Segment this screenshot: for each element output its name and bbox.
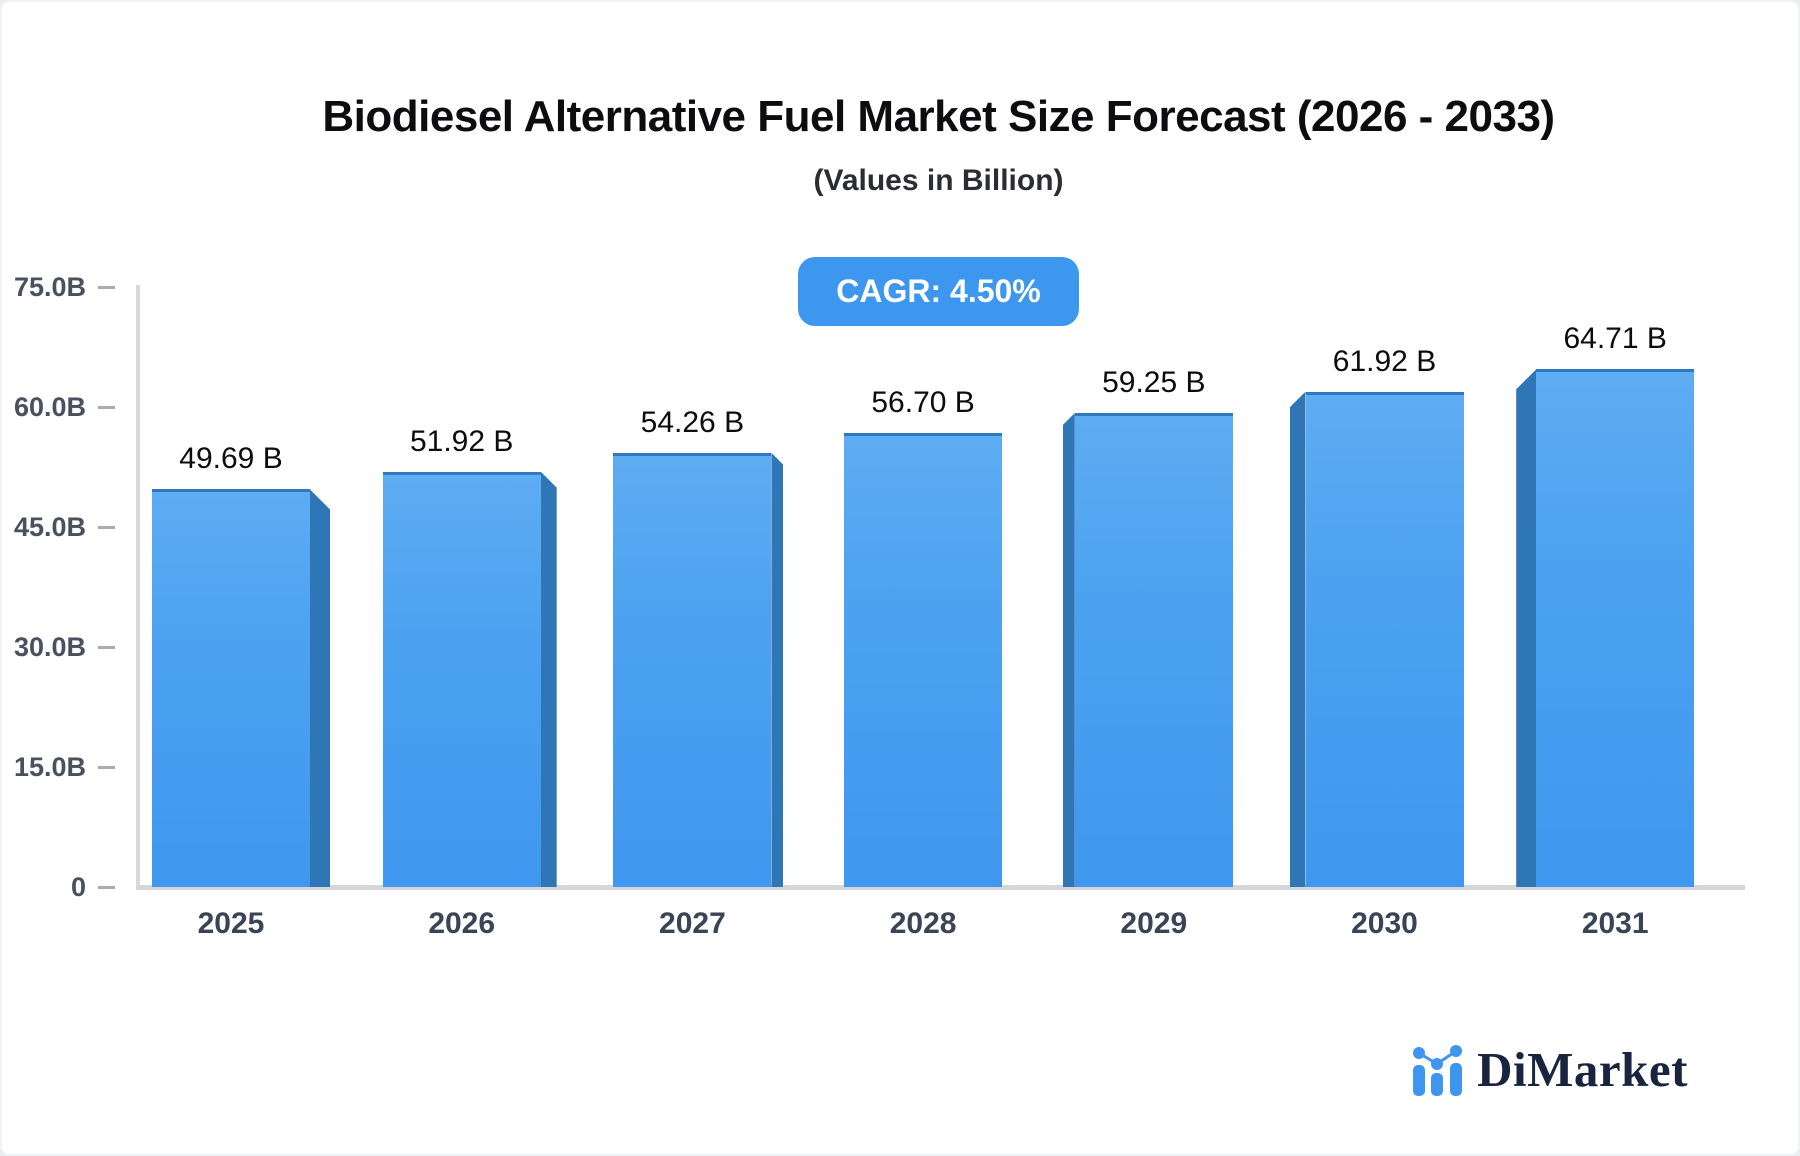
x-axis-label-2027: 2027 xyxy=(659,907,726,940)
badge-row: CAGR: 4.50% xyxy=(136,257,1741,326)
bar-2029[interactable] xyxy=(1062,413,1233,887)
bar-line-chart-icon xyxy=(1411,1040,1465,1098)
brand-watermark: DiMarket xyxy=(1411,1040,1688,1098)
bar-2025[interactable] xyxy=(152,489,330,887)
bar-value-label-2026: 51.92 B xyxy=(409,424,514,458)
y-tick-mark xyxy=(98,766,115,769)
bar-face xyxy=(844,433,1003,887)
bar-value-label-2030: 61.92 B xyxy=(1332,344,1437,378)
x-axis-label-2031: 2031 xyxy=(1581,907,1649,940)
x-axis-line xyxy=(136,885,1745,890)
cagr-badge: CAGR: 4.50% xyxy=(798,257,1079,326)
y-tick-label-0: 0 xyxy=(70,872,86,902)
y-tick-mark xyxy=(98,646,115,649)
bar-face xyxy=(382,471,541,887)
bar-2028[interactable] xyxy=(844,433,1003,887)
y-tick-label-75.0B: 75.0B xyxy=(13,272,86,302)
bar-2031[interactable] xyxy=(1516,369,1695,887)
bar-2027[interactable] xyxy=(613,452,784,887)
chart-subtitle: (Values in Billion) xyxy=(813,164,1064,197)
bar-value-label-2028: 56.70 B xyxy=(871,386,975,420)
bar-side-3d xyxy=(1289,391,1306,887)
x-axis-label-2025: 2025 xyxy=(197,907,265,940)
y-axis-line xyxy=(136,285,140,889)
bar-face xyxy=(1074,413,1233,887)
bar-value-label-2027: 54.26 B xyxy=(640,405,745,439)
bar-value-label-2031: 64.71 B xyxy=(1563,322,1667,356)
chart-header: Biodiesel Alternative Fuel Market Size F… xyxy=(136,92,1741,198)
bar-2030[interactable] xyxy=(1289,391,1464,887)
bar-side-3d xyxy=(310,489,330,887)
bar-face xyxy=(152,489,310,887)
y-tick-mark xyxy=(98,286,115,289)
y-tick-mark xyxy=(98,406,115,409)
y-tick-label-60.0B: 60.0B xyxy=(13,392,86,422)
bar-face xyxy=(1536,369,1695,887)
bar-2026[interactable] xyxy=(382,471,557,887)
bar-value-label-2025: 49.69 B xyxy=(179,442,283,476)
x-axis-label-2028: 2028 xyxy=(889,907,957,940)
y-tick-label-15.0B: 15.0B xyxy=(13,752,86,782)
bar-side-3d xyxy=(540,471,557,887)
bar-face xyxy=(1305,391,1464,887)
y-tick-mark xyxy=(98,886,115,889)
x-axis-label-2030: 2030 xyxy=(1351,907,1418,940)
bar-value-label-2029: 59.25 B xyxy=(1102,366,1206,399)
y-tick-label-45.0B: 45.0B xyxy=(13,512,86,542)
x-axis-label-2026: 2026 xyxy=(428,907,496,940)
y-tick-mark xyxy=(98,526,115,529)
brand-name: DiMarket xyxy=(1477,1041,1688,1097)
bar-side-3d xyxy=(771,452,784,887)
x-axis-label-2029: 2029 xyxy=(1120,907,1188,940)
bar-face xyxy=(613,452,772,887)
bar-side-3d xyxy=(1516,369,1537,887)
chart-title: Biodiesel Alternative Fuel Market Size F… xyxy=(322,92,1555,141)
y-tick-label-30.0B: 30.0B xyxy=(13,632,86,662)
bar-side-3d xyxy=(1062,413,1075,887)
